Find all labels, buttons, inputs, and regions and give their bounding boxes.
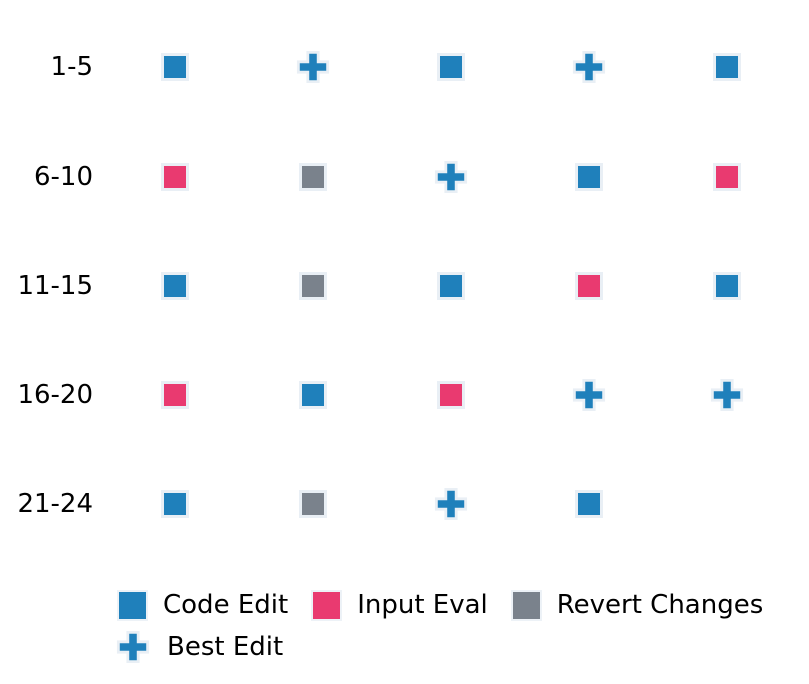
square-icon-revert-changes	[302, 275, 324, 297]
legend-label: Revert Changes	[556, 590, 764, 620]
y-tick-label: 11-15	[17, 271, 93, 301]
square-icon-code-edit	[164, 275, 186, 297]
square-icon-input-eval	[164, 166, 186, 188]
plus-icon-best-edit	[434, 160, 468, 194]
square-icon-input-eval	[578, 275, 600, 297]
plus-icon-best-edit	[572, 378, 606, 412]
square-icon-revert-changes	[302, 493, 324, 515]
square-icon-revert-changes	[302, 166, 324, 188]
square-icon-code-edit	[119, 591, 146, 619]
legend-item-revert-changes: Revert Changes	[512, 590, 764, 620]
legend-label: Best Edit	[167, 632, 284, 662]
square-icon-code-edit	[578, 493, 600, 515]
square-icon-code-edit	[164, 56, 186, 78]
plus-icon-best-edit	[116, 630, 150, 664]
legend-item-code-edit: Code Edit	[119, 590, 288, 620]
square-icon-code-edit	[440, 56, 462, 78]
square-icon-code-edit	[302, 384, 324, 406]
square-icon-input-eval	[716, 166, 738, 188]
legend-item-input-eval: Input Eval	[313, 590, 488, 620]
y-tick-label: 21-24	[17, 489, 93, 519]
plus-icon-best-edit	[296, 50, 330, 84]
square-icon-input-eval	[164, 384, 186, 406]
y-tick-label: 6-10	[33, 162, 93, 192]
square-icon-revert-changes	[512, 591, 540, 619]
square-icon-code-edit	[164, 493, 186, 515]
legend-label: Code Edit	[163, 590, 289, 620]
square-icon-input-eval	[440, 384, 462, 406]
square-icon-code-edit	[440, 275, 462, 297]
legend-row: Best Edit	[116, 630, 283, 664]
y-tick-label: 1-5	[50, 52, 93, 82]
square-icon-code-edit	[578, 166, 600, 188]
plus-icon-best-edit	[572, 50, 606, 84]
square-icon-code-edit	[716, 56, 738, 78]
legend-item-best-edit: Best Edit	[116, 630, 283, 664]
square-icon-input-eval	[313, 591, 341, 619]
legend-row: Code Edit Input Eval Revert Changes	[119, 590, 764, 620]
plus-icon-best-edit	[434, 487, 468, 521]
y-tick-label: 16-20	[17, 380, 93, 410]
legend-label: Input Eval	[357, 590, 488, 620]
plus-icon-best-edit	[710, 378, 744, 412]
square-icon-code-edit	[716, 275, 738, 297]
